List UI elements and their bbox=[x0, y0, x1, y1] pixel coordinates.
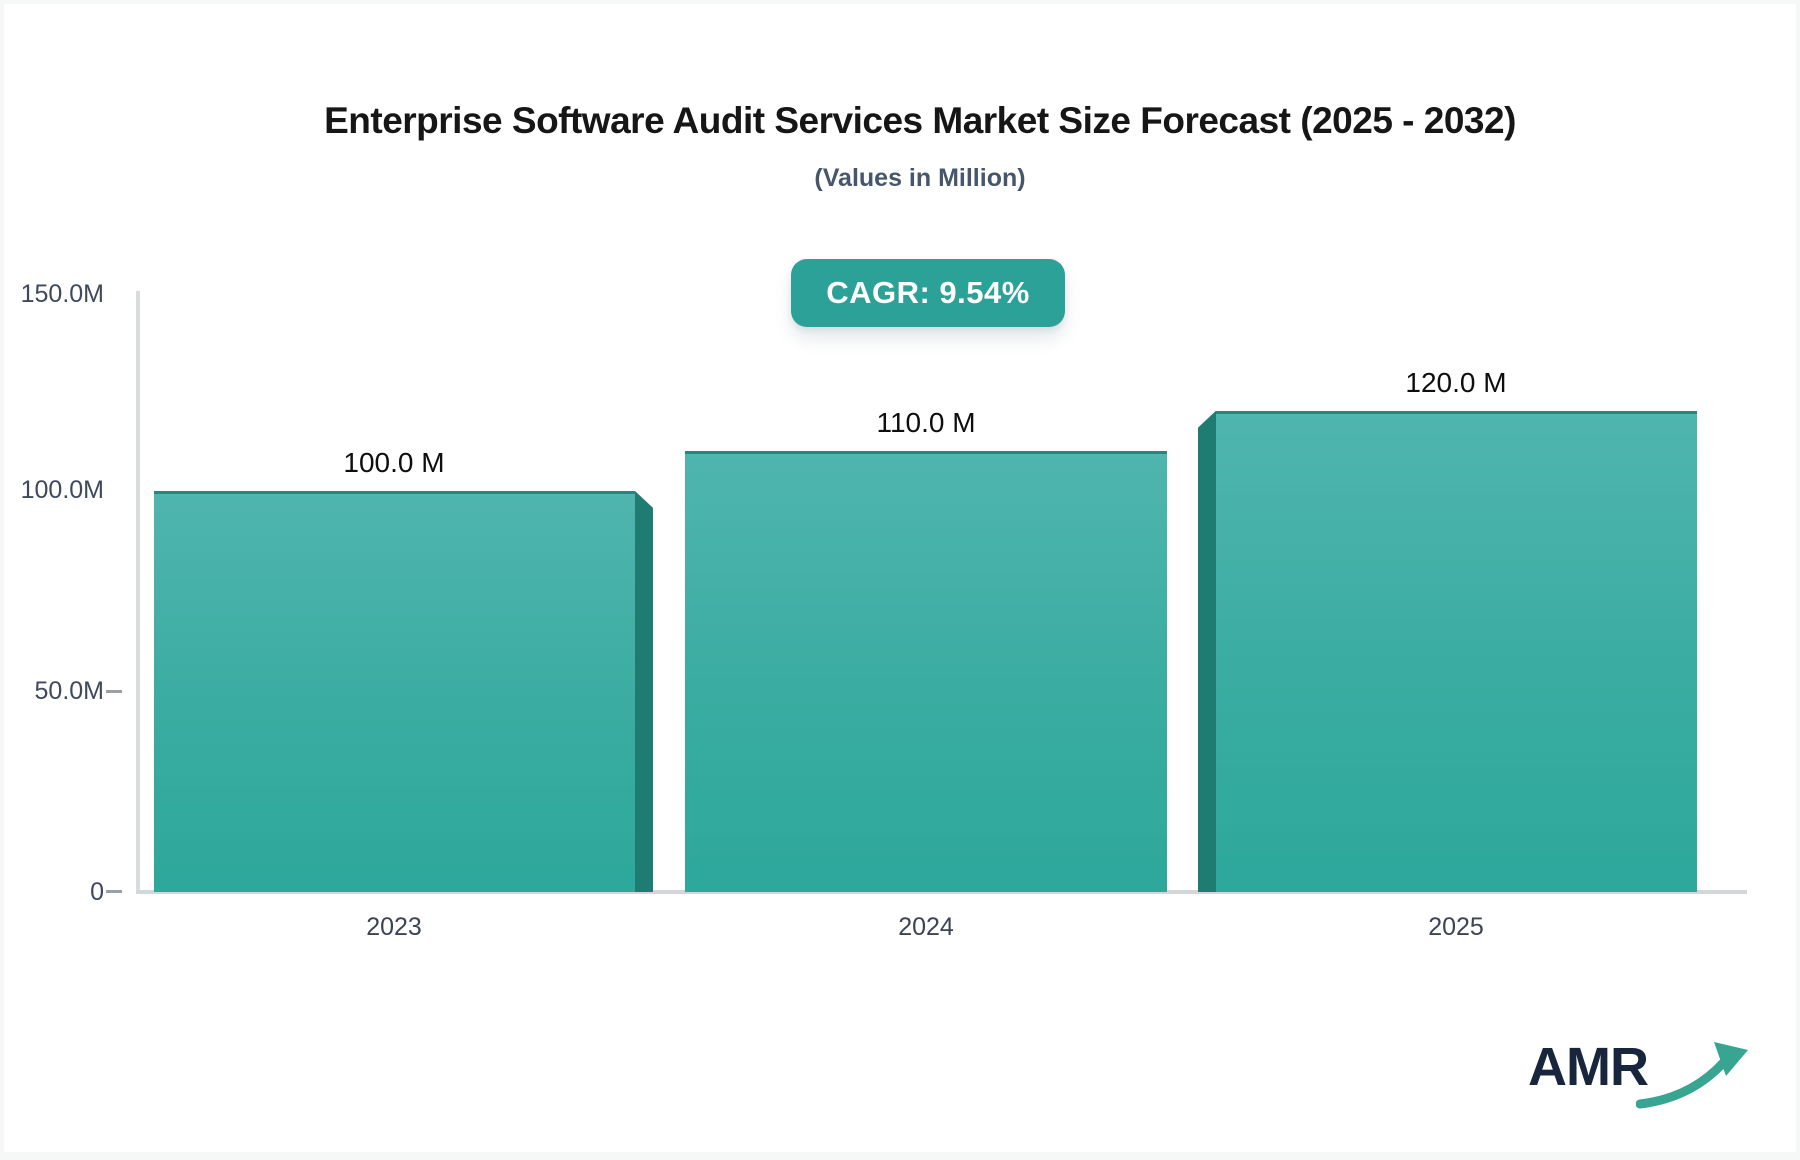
x-tick-label-2023: 2023 bbox=[366, 913, 422, 941]
bar-2023-side-3d bbox=[635, 491, 653, 892]
x-tick-label-2025: 2025 bbox=[1428, 913, 1484, 941]
y-axis-line bbox=[136, 291, 140, 892]
x-tick-label-2024: 2024 bbox=[898, 913, 954, 941]
cagr-badge: CAGR: 9.54% bbox=[791, 259, 1065, 327]
cagr-badge-label: CAGR: 9.54% bbox=[826, 275, 1030, 310]
y-tick-mark-50 bbox=[106, 690, 122, 693]
y-tick-label-0: 0 bbox=[90, 878, 104, 906]
chart-card: Enterprise Software Audit Services Marke… bbox=[4, 4, 1796, 1152]
amr-logo-text: AMR bbox=[1528, 1037, 1649, 1097]
bar-2024 bbox=[685, 450, 1167, 892]
bar-2023 bbox=[154, 491, 635, 892]
x-axis-line bbox=[136, 890, 1747, 894]
amr-logo: AMR bbox=[1528, 1036, 1748, 1136]
page-title: Enterprise Software Audit Services Marke… bbox=[324, 100, 1516, 141]
page-subtitle: (Values in Million) bbox=[814, 164, 1026, 192]
y-tick-label-50: 50.0M bbox=[34, 677, 104, 705]
y-tick-label-100: 100.0M bbox=[20, 476, 104, 504]
y-tick-mark-0 bbox=[106, 890, 122, 893]
bar-value-label-2023: 100.0 M bbox=[343, 447, 445, 478]
bar-chart: 150.0M 100.0M 50.0M 0 100.0 M 110.0 M 12… bbox=[4, 4, 1800, 1160]
bar-value-label-2025: 120.0 M bbox=[1405, 366, 1507, 398]
chart-header: Enterprise Software Audit Services Marke… bbox=[44, 100, 1796, 193]
y-tick-label-150: 150.0M bbox=[20, 280, 104, 308]
bar-2025-side-3d bbox=[1198, 410, 1216, 892]
bar-2025 bbox=[1216, 410, 1697, 892]
bar-value-label-2024: 110.0 M bbox=[876, 406, 976, 438]
growth-arrow-icon bbox=[1636, 1042, 1748, 1109]
